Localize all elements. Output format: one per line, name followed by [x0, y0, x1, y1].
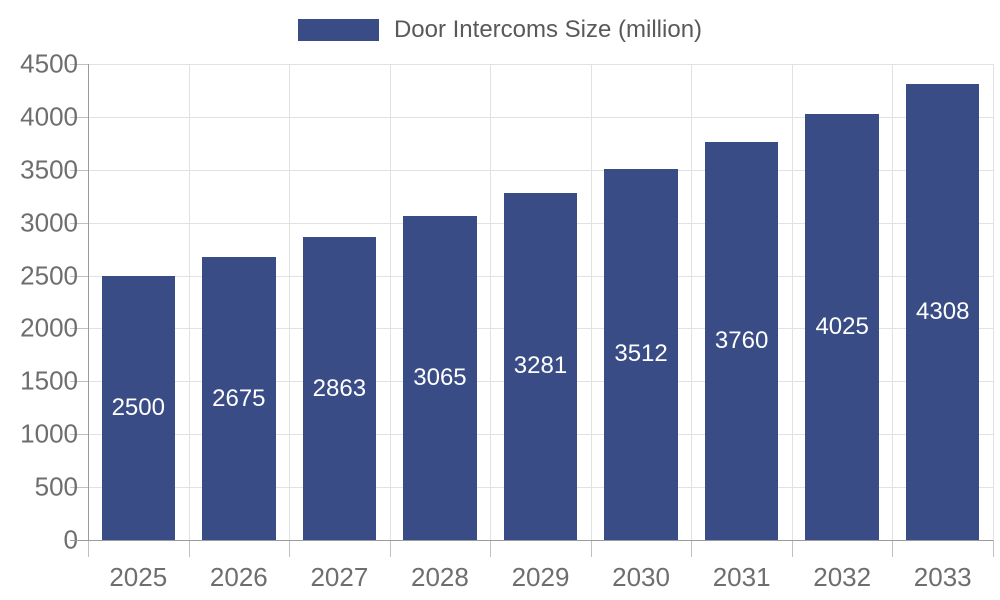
x-tick-label: 2031	[712, 562, 771, 592]
x-axis-tick	[590, 540, 592, 557]
y-axis-line	[88, 64, 89, 557]
y-axis-tick	[70, 275, 88, 277]
y-axis-tick	[70, 381, 88, 383]
y-axis-tick	[70, 169, 88, 171]
legend-label: Door Intercoms Size (million)	[393, 16, 703, 43]
y-axis-tick	[70, 64, 88, 65]
y-tick-label: 3000	[20, 207, 78, 238]
bar-value-label: 3512	[614, 340, 668, 368]
x-tick-label: 2026	[209, 562, 268, 592]
v-gridline	[188, 64, 190, 540]
bar-value-label: 4025	[815, 313, 869, 341]
y-tick-label: 0	[63, 524, 78, 555]
bar	[403, 215, 477, 540]
x-axis-tick	[389, 540, 391, 557]
bar-value-label: 2500	[111, 393, 165, 421]
v-gridline	[389, 64, 391, 540]
bar	[906, 84, 980, 540]
x-tick-label: 2033	[913, 562, 972, 592]
y-tick-label: 4000	[20, 101, 78, 132]
h-gridline	[88, 64, 993, 65]
bar	[202, 257, 276, 540]
bar	[604, 168, 678, 540]
x-tick-label: 2028	[411, 562, 469, 592]
x-axis-tick	[88, 540, 89, 557]
y-tick-label: 500	[34, 471, 78, 502]
y-axis-tick	[70, 222, 88, 224]
y-tick-label: 1000	[20, 418, 78, 449]
v-gridline	[289, 64, 291, 540]
x-axis-tick	[993, 540, 994, 557]
h-gridline	[88, 116, 993, 118]
v-gridline	[490, 64, 492, 540]
x-axis-tick	[490, 540, 492, 557]
bar-value-label: 3281	[513, 352, 568, 380]
v-gridline	[892, 64, 894, 540]
x-tick-label: 2030	[612, 562, 670, 592]
x-axis-tick	[289, 540, 291, 557]
h-gridline	[88, 169, 993, 171]
bar	[302, 237, 377, 540]
x-axis-tick	[188, 540, 190, 557]
y-tick-label: 3500	[20, 154, 78, 185]
x-axis-tick	[691, 540, 693, 557]
v-gridline	[791, 64, 793, 540]
x-tick-label: 2027	[310, 562, 369, 592]
y-tick-label: 4500	[20, 48, 78, 79]
y-tick-label: 2000	[20, 312, 78, 343]
legend-swatch	[297, 19, 379, 41]
bar	[805, 114, 879, 540]
y-tick-label: 1500	[20, 365, 78, 396]
y-axis-tick	[70, 434, 88, 436]
x-axis-tick	[791, 540, 793, 557]
legend[interactable]: Door Intercoms Size (million)	[0, 16, 1000, 44]
bar-value-label: 2675	[212, 384, 266, 412]
bar	[704, 142, 779, 540]
bar-value-label: 2863	[312, 374, 367, 402]
bar	[101, 275, 175, 540]
plot-area: 2500 2675 2863 3065 3281 3512 3760 4025 4308	[88, 64, 994, 540]
x-axis-line	[70, 540, 993, 541]
y-axis-tick	[70, 116, 88, 118]
x-tick-label: 2032	[813, 562, 872, 592]
bar-value-label: 3760	[714, 327, 769, 355]
y-axis-tick	[70, 328, 88, 330]
v-gridline	[590, 64, 592, 540]
bar	[503, 192, 578, 540]
x-tick-label: 2029	[511, 562, 570, 592]
v-gridline	[691, 64, 693, 540]
bar-value-label: 4308	[916, 298, 970, 326]
x-tick-label: 2025	[109, 562, 168, 592]
y-axis-tick	[70, 487, 88, 489]
bar-value-label: 3065	[413, 363, 467, 391]
v-gridline	[993, 64, 994, 540]
y-tick-label: 2500	[20, 260, 78, 291]
x-axis-tick	[892, 540, 894, 557]
